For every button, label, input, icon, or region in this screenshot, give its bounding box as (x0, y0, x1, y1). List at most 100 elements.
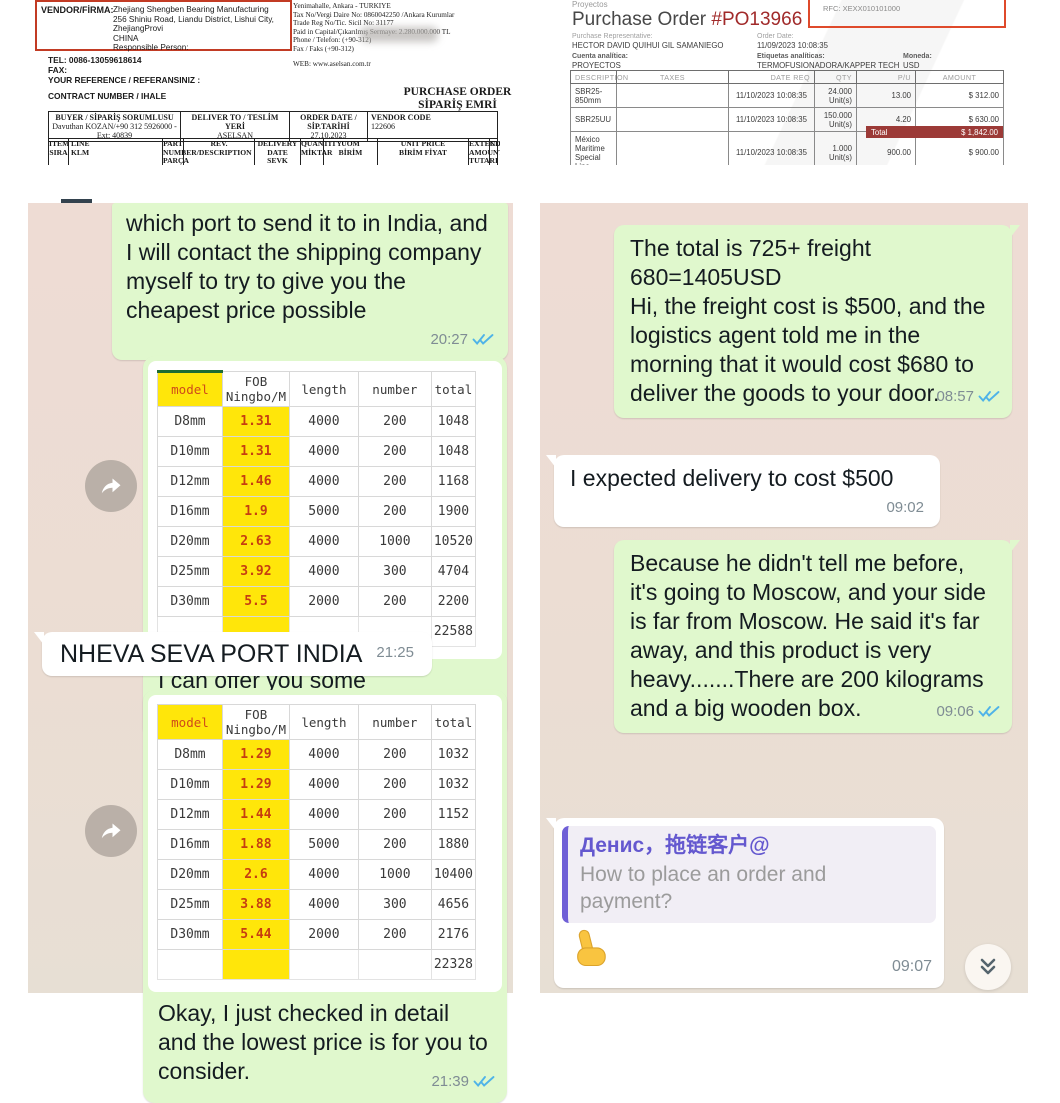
rep-value: HECTOR DAVID QUIHUI GIL SAMANIEGO (572, 41, 724, 50)
cell-fob-price: 1.29 (221, 769, 290, 800)
cell-length: 4000 (288, 799, 359, 830)
table-row: D25mm 3.92 4000 300 4704 (157, 556, 477, 587)
moneda-label: Moneda: (903, 53, 932, 60)
table-row: D8mm 1.31 4000 200 1048 (157, 406, 477, 437)
cell-taxes (616, 131, 729, 165)
rep-label: Purchase Representative: (572, 33, 653, 40)
cell-fob-price: 1.46 (221, 466, 290, 497)
cell-length: 2000 (288, 586, 359, 617)
cell-total: 10400 (430, 859, 477, 890)
message-bubble-incoming[interactable]: NHEVA SEVA PORT INDIA 21:25 (34, 632, 432, 676)
message-bubble-outgoing[interactable]: The total is 725+ freight 680=1405USD Hi… (614, 225, 1020, 418)
table-row: D16mm 1.9 5000 200 1900 (157, 496, 477, 527)
forward-arrow-icon (101, 823, 121, 839)
buyer-contact-block: TEL: 0086-13059618614 FAX: YOUR REFERENCE … (48, 55, 200, 102)
cell-number: 200 (357, 769, 432, 800)
cell-model: D20mm (157, 859, 223, 890)
cell-unit-price: 13.00 (856, 83, 916, 108)
cell-model: D20mm (157, 526, 223, 557)
scroll-to-bottom-button[interactable] (965, 944, 1011, 990)
message-time: 09:02 (886, 499, 924, 516)
message-bubble-incoming-with-quote[interactable]: Денис，拖链客户@ How to place an order and pa… (546, 818, 944, 988)
forward-button[interactable] (85, 805, 137, 857)
cell-length: 5000 (288, 829, 359, 860)
address-line: Trade Reg No/Tic. Sicil No: 31177 (293, 19, 394, 28)
info-cell-value: 122606 (371, 122, 395, 131)
info-cell-value: ASELSAN (216, 131, 253, 140)
quoted-message[interactable]: Денис，拖链客户@ How to place an order and pa… (562, 826, 936, 923)
info-cell: DELIVER TO / TESLİM YERİ ASELSAN (180, 111, 290, 142)
cell-length: 4000 (288, 556, 359, 587)
cell-model: D8mm (157, 739, 223, 770)
vendor-label: VENDOR/FİRMA: (41, 5, 114, 15)
cell-fob-price: 1.9 (221, 496, 290, 527)
cell-length: 2000 (288, 919, 359, 950)
cell-total: 1032 (430, 769, 477, 800)
cell-fob-price: 5.5 (221, 586, 290, 617)
etiquetas-label: Etiquetas analíticas: (757, 53, 825, 60)
grand-total-row: 22328 (157, 949, 477, 980)
cell-qty: 24.000 Unit(s) (814, 83, 857, 108)
cell-fob-price: 3.88 (221, 889, 290, 920)
cell-amount: $ 312.00 (915, 83, 1004, 108)
po-column-header: P/U (856, 70, 916, 84)
cell-qty: 150.000 Unit(s) (814, 107, 857, 132)
table-row: D12mm 1.44 4000 200 1152 (157, 799, 477, 830)
cell-total: 1900 (430, 496, 477, 527)
whatsapp-chat-left: which port to send it to in India, and I… (28, 203, 513, 1103)
cell-total: 1032 (430, 739, 477, 770)
info-cell-label: DELIVER TO / TESLİM YERİ (191, 113, 279, 131)
message-time: 09:06 (936, 703, 974, 720)
address-line: Yenimahalle, Ankara - TURKIYE (293, 2, 391, 10)
cell-length: 4000 (288, 889, 359, 920)
cropped-ui-fragment (61, 199, 92, 203)
info-cell: VENDOR CODE 122606 (367, 111, 498, 142)
forward-button[interactable] (85, 460, 137, 512)
info-cell-label: VENDOR CODE (371, 113, 431, 122)
cell-model: D30mm (157, 586, 223, 617)
page-title: Purchase Order #PO13966 (572, 9, 802, 31)
cell-date-req: 11/10/2023 10:08:35 (728, 83, 815, 108)
purchase-order-po13966: Proyectos Purchase Order #PO13966 RFC: X… (540, 0, 1020, 165)
message-meta: 08:57 (936, 382, 1000, 411)
message-bubble-incoming[interactable]: I expected delivery to cost $500 09:02 (546, 455, 940, 527)
po-column-header: TAXES (616, 70, 729, 84)
message-bubble-outgoing[interactable]: which port to send it to in India, and I… (112, 203, 508, 360)
message-text: which port to send it to in India, and I… (126, 210, 488, 323)
cell-description: México Maritime Special Line (570, 131, 617, 165)
vendor-box: VENDOR/FİRMA: Zhejiang Shengben Bearing … (35, 0, 292, 52)
message-bubble-price-table-2[interactable]: model FOB Ningbo/M length number total D8mm 1… (143, 690, 507, 1103)
contact-line: FAX: (48, 64, 68, 75)
item-column-header: CUR. (489, 138, 500, 165)
table-row: D30mm 5.44 2000 200 2176 (157, 919, 477, 950)
cell-fob-price: 1.44 (221, 799, 290, 830)
cell-number: 1000 (357, 526, 432, 557)
total-value: $ 1,842.00 (961, 127, 998, 137)
info-cell: BUYER / SİPARİŞ SORUMLUSU Davuthan KOZAN/… (48, 111, 181, 142)
cell-qty: 1.000 Unit(s) (814, 131, 857, 165)
cell-model: D16mm (157, 496, 223, 527)
sheet-column-header: total (430, 371, 477, 407)
message-bubble-outgoing[interactable]: Because he didn't tell me before, it's g… (614, 540, 1020, 733)
sheet-column-header: FOB Ningbo/M (221, 704, 290, 740)
message-bubble-price-table-1[interactable]: model FOB Ningbo/M length number total D8mm 1… (143, 356, 507, 739)
rfc-box: RFC: XEXX010101000 (808, 0, 1006, 28)
whatsapp-chat-right: The total is 725+ freight 680=1405USD Hi… (540, 203, 1028, 993)
cell-fob-price: 1.31 (221, 406, 290, 437)
double-check-icon (472, 334, 494, 345)
quote-sender-name: Денис，拖链客户@ (580, 834, 770, 857)
grand-total-value: 22588 (430, 616, 477, 647)
grand-total-value: 22328 (430, 949, 477, 980)
moneda-value: USD (903, 61, 920, 70)
cell-number: 200 (357, 829, 432, 860)
message-time: 09:07 (891, 958, 932, 975)
cell-length: 4000 (288, 526, 359, 557)
cell-length: 4000 (288, 436, 359, 467)
info-cell-value: Davuthan KOZAN/+90 312 5926000 - Ext: 40… (52, 122, 177, 140)
etiquetas-value: TERMOFUSIONADORA/KAPPER TECH (757, 61, 900, 70)
message-text: The total is 725+ freight 680=1405USD Hi… (630, 235, 986, 406)
message-meta: 21:25 (376, 638, 414, 667)
cell-fob-price: 1.31 (221, 436, 290, 467)
item-column-header: EXTENDED AMOUNT TUTARI (468, 138, 500, 165)
po-lines-table: DESCRIPTION TAXES DATE REQ QTY P/U AMOUNT SBR… (570, 70, 1004, 165)
